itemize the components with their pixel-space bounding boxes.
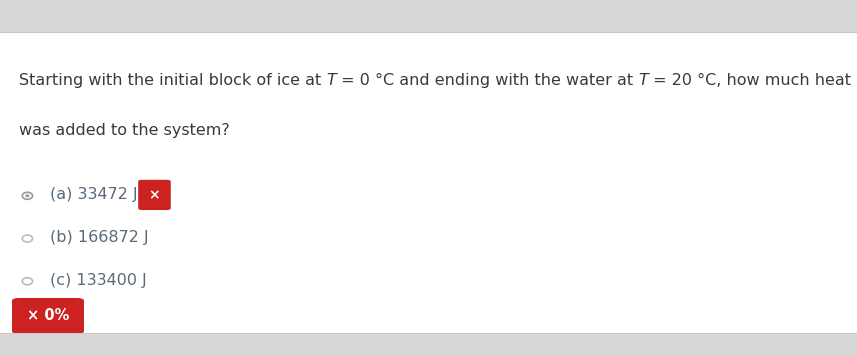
FancyBboxPatch shape <box>0 0 857 32</box>
Text: = 20 °C, how much heat: = 20 °C, how much heat <box>648 73 851 88</box>
Text: (c) 133400 J: (c) 133400 J <box>50 273 147 288</box>
Text: = 0 °C and ending with the water at: = 0 °C and ending with the water at <box>336 73 638 88</box>
Text: × 0%: × 0% <box>27 308 69 324</box>
Text: T: T <box>638 73 648 88</box>
FancyBboxPatch shape <box>0 333 857 356</box>
Text: ×: × <box>148 188 160 202</box>
FancyBboxPatch shape <box>12 298 84 334</box>
Text: T: T <box>327 73 336 88</box>
FancyBboxPatch shape <box>138 180 171 210</box>
Text: Starting with the initial block of ice at: Starting with the initial block of ice a… <box>19 73 327 88</box>
Text: (a) 33472 J: (a) 33472 J <box>50 187 137 202</box>
Ellipse shape <box>26 194 29 197</box>
Text: (b) 166872 J: (b) 166872 J <box>50 230 148 245</box>
Text: was added to the system?: was added to the system? <box>19 123 230 138</box>
